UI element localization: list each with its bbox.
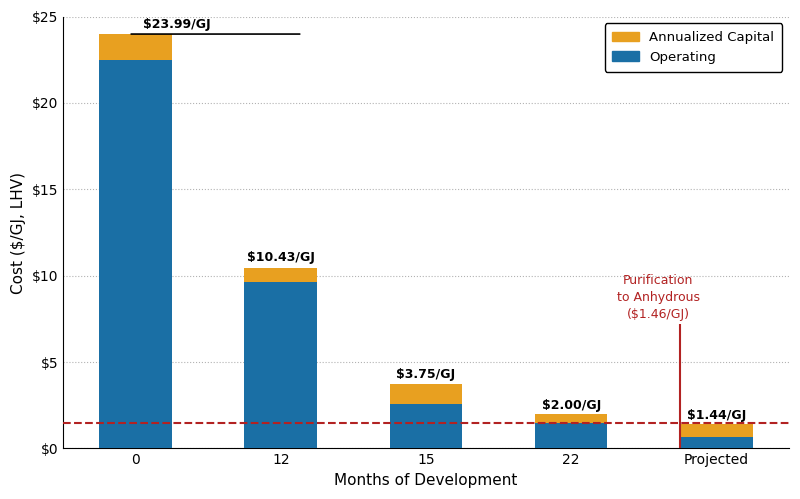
Legend: Annualized Capital, Operating: Annualized Capital, Operating [605, 23, 782, 72]
Bar [680, 424, 753, 437]
Bar [390, 404, 462, 449]
X-axis label: Months of Development: Months of Development [334, 473, 518, 488]
Text: $3.75/GJ: $3.75/GJ [396, 368, 455, 381]
Text: Purification
to Anhydrous
($1.46/GJ): Purification to Anhydrous ($1.46/GJ) [617, 273, 700, 321]
Bar [535, 423, 607, 449]
Text: $1.44/GJ: $1.44/GJ [686, 409, 746, 422]
Bar [99, 34, 172, 60]
Bar [535, 414, 607, 423]
Text: $2.00/GJ: $2.00/GJ [542, 399, 601, 412]
Y-axis label: Cost ($/GJ, LHV): Cost ($/GJ, LHV) [11, 172, 26, 293]
Bar [99, 60, 172, 449]
Text: $10.43/GJ: $10.43/GJ [247, 251, 314, 264]
Text: $23.99/GJ: $23.99/GJ [143, 18, 210, 31]
Bar [390, 384, 462, 404]
Bar [245, 282, 317, 449]
Bar [680, 437, 753, 449]
Bar [245, 268, 317, 282]
